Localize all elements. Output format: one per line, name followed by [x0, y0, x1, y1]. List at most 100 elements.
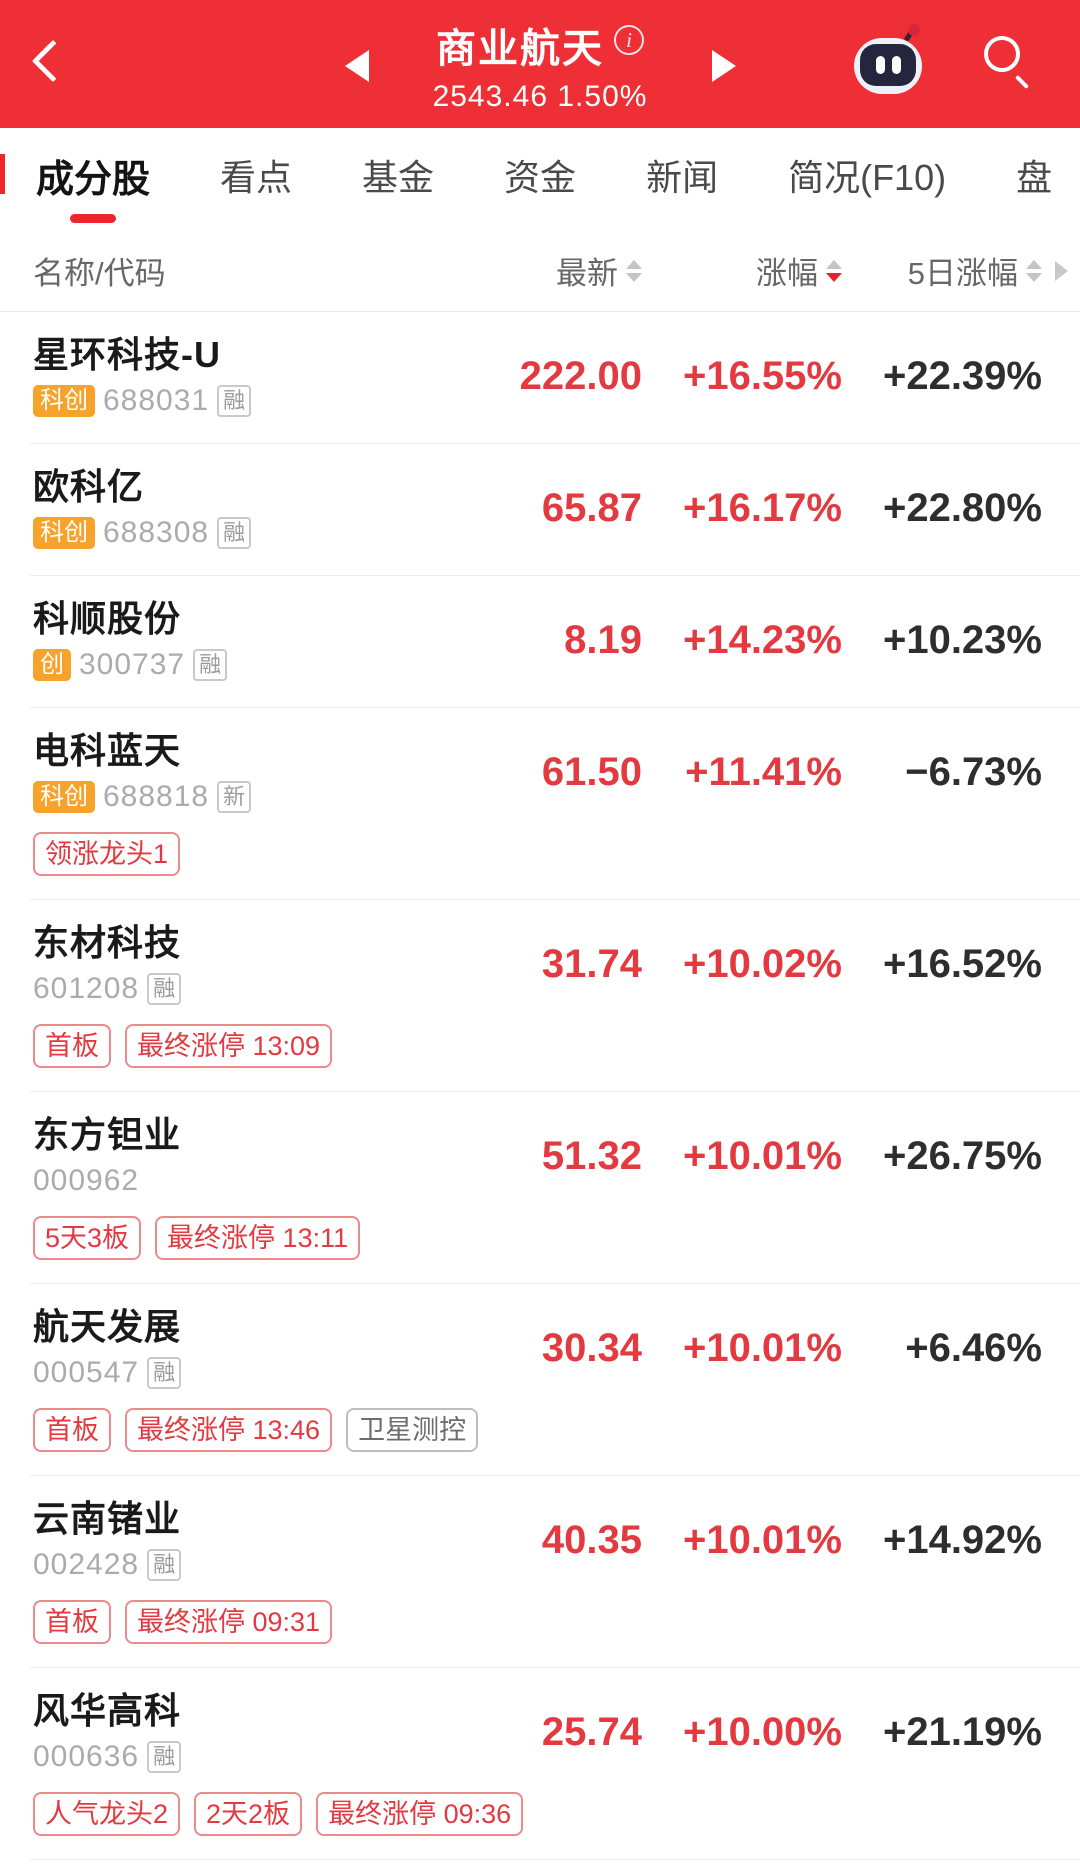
stock-tag: 卫星测控 [346, 1408, 479, 1452]
stock-row[interactable]: 星环科技-U 科创 688031 融 222.00 +16.55% +22.39% [0, 312, 1080, 444]
stock-name: 东方钽业 [33, 1114, 182, 1155]
stock-tag: 首板 [33, 1408, 111, 1452]
sort-arrows-icon [1026, 259, 1042, 282]
app-header: 商业航天 i 2543.46 1.50% [0, 0, 1080, 128]
flag-badge: 融 [147, 1549, 182, 1581]
stock-name: 科顺股份 [33, 598, 182, 639]
tag-line: 5天3板 最终涨停 13:11 [33, 1216, 1042, 1260]
tab-5[interactable]: 简况(F10) [788, 157, 947, 198]
stock-row[interactable]: 风华高科 000636 融 25.74 +10.00% +21.19% 人气龙头2… [0, 1668, 1080, 1860]
stock-code: 688818 [103, 780, 210, 813]
sort-arrows-icon [626, 259, 642, 282]
tab-6[interactable]: 盘 [1016, 157, 1053, 198]
stock-price: 40.35 [541, 1517, 642, 1562]
flag-badge: 融 [147, 1357, 182, 1389]
stock-row[interactable]: 欧科亿 科创 688308 融 65.87 +16.17% +22.80% [0, 444, 1080, 576]
code-line: 000962 [33, 1162, 417, 1200]
stock-change-pct: +16.55% [682, 353, 842, 398]
stock-row[interactable]: 航天发展 000547 融 30.34 +10.01% +6.46% 首板 最终涨停… [0, 1284, 1080, 1476]
stock-change-5d-pct: +10.23% [882, 617, 1042, 662]
stock-tag: 首板 [33, 1024, 111, 1068]
sortable-column-header[interactable]: 涨幅 [642, 248, 842, 293]
tab-2[interactable]: 基金 [362, 157, 435, 198]
stock-change-5d-pct: +14.92% [882, 1517, 1042, 1562]
stock-code: 601208 [33, 972, 140, 1005]
stock-name: 欧科亿 [33, 466, 145, 507]
stock-price: 222.00 [519, 353, 642, 398]
flag-badge: 融 [217, 517, 252, 549]
stock-row[interactable]: 云南锗业 002428 融 40.35 +10.01% +14.92% 首板 最终涨… [0, 1476, 1080, 1668]
table-header: 名称/代码 最新 涨幅 5日涨幅 [0, 230, 1080, 312]
stock-change-pct: +10.01% [682, 1325, 842, 1370]
stock-tag: 5天3板 [33, 1216, 142, 1260]
stock-change-pct: +16.17% [682, 485, 842, 530]
stock-change-5d-pct: +16.52% [882, 941, 1042, 986]
stock-tag: 2天2板 [194, 1792, 303, 1836]
stock-name: 航天发展 [33, 1306, 182, 1347]
stock-row[interactable]: 电科蓝天 科创 688818 新 61.50 +11.41% −6.73% 领涨龙头… [0, 708, 1080, 900]
flag-badge: 融 [147, 1741, 182, 1773]
market-badge: 科创 [33, 385, 95, 417]
stock-code: 688308 [103, 516, 210, 549]
stock-name: 风华高科 [33, 1690, 182, 1731]
tag-line: 人气龙头2 2天2板 最终涨停 09:36 [33, 1792, 1042, 1836]
index-quote: 2543.46 1.50% [310, 80, 770, 114]
stock-name: 星环科技-U [33, 334, 221, 375]
flag-badge: 融 [147, 973, 182, 1005]
tab-0[interactable]: 成分股 [36, 130, 150, 229]
stock-row[interactable]: 东材科技 601208 融 31.74 +10.02% +16.52% 首板 最终涨… [0, 900, 1080, 1092]
more-columns-chevron[interactable] [1042, 260, 1080, 281]
tab-1[interactable]: 看点 [220, 157, 293, 198]
code-line: 科创 688818 新 [33, 778, 417, 816]
market-badge: 科创 [33, 517, 95, 549]
info-icon[interactable]: i [614, 25, 644, 55]
flag-badge: 融 [193, 649, 228, 681]
sort-arrows-icon [826, 259, 842, 282]
assistant-robot-icon[interactable] [854, 24, 922, 94]
stock-price: 61.50 [541, 749, 642, 794]
stock-tag: 最终涨停 13:46 [125, 1408, 333, 1452]
stock-change-pct: +11.41% [685, 749, 842, 794]
tag-line: 领涨龙头1 [33, 832, 1042, 876]
tab-3[interactable]: 资金 [504, 157, 577, 198]
clipped-tab-fragment [0, 154, 5, 194]
prev-sector-icon[interactable] [345, 50, 369, 82]
stock-change-5d-pct: +26.75% [882, 1133, 1042, 1178]
column-name-code: 名称/代码 [33, 256, 166, 291]
market-badge: 创 [33, 649, 71, 681]
stock-change-5d-pct: −6.73% [905, 749, 1042, 794]
stock-price: 31.74 [541, 941, 642, 986]
market-badge: 科创 [33, 781, 95, 813]
code-line: 000636 融 [33, 1738, 417, 1776]
stock-tag: 人气龙头2 [33, 1792, 181, 1836]
stock-row[interactable]: 科顺股份 创 300737 融 8.19 +14.23% +10.23% [0, 576, 1080, 708]
stock-tag: 最终涨停 09:31 [125, 1600, 333, 1644]
stock-row[interactable]: 东方钽业 000962 51.32 +10.01% +26.75% 5天3板 最终… [0, 1092, 1080, 1284]
tab-4[interactable]: 新闻 [646, 157, 719, 198]
stock-tag: 首板 [33, 1600, 111, 1644]
stock-tag: 最终涨停 13:09 [125, 1024, 333, 1068]
tag-line: 首板 最终涨停 13:46 卫星测控 [33, 1408, 1042, 1452]
stock-tag: 最终涨停 09:36 [316, 1792, 524, 1836]
search-icon[interactable] [980, 34, 1036, 90]
code-line: 601208 融 [33, 970, 417, 1008]
stock-code: 000636 [33, 1740, 140, 1773]
sortable-column-header[interactable]: 最新 [417, 248, 642, 293]
sortable-column-header[interactable]: 5日涨幅 [842, 248, 1042, 293]
stock-name: 电科蓝天 [33, 730, 182, 771]
code-line: 创 300737 融 [33, 646, 417, 684]
index-change: 1.50% [557, 80, 648, 113]
flag-badge: 融 [217, 385, 252, 417]
stock-change-5d-pct: +22.39% [882, 353, 1042, 398]
stock-code: 000547 [33, 1356, 140, 1389]
stock-code: 002428 [33, 1548, 140, 1581]
tag-line: 首板 最终涨停 13:09 [33, 1024, 1042, 1068]
stock-price: 25.74 [541, 1709, 642, 1754]
stock-code: 688031 [103, 384, 210, 417]
header-title-block[interactable]: 商业航天 i 2543.46 1.50% [310, 0, 770, 128]
back-icon[interactable] [31, 39, 75, 83]
tab-bar: 成分股 看点 基金 资金 新闻 简况(F10) 盘 [0, 128, 1080, 230]
stock-change-pct: +14.23% [682, 617, 842, 662]
next-sector-icon[interactable] [712, 50, 736, 82]
stock-change-5d-pct: +22.80% [882, 485, 1042, 530]
